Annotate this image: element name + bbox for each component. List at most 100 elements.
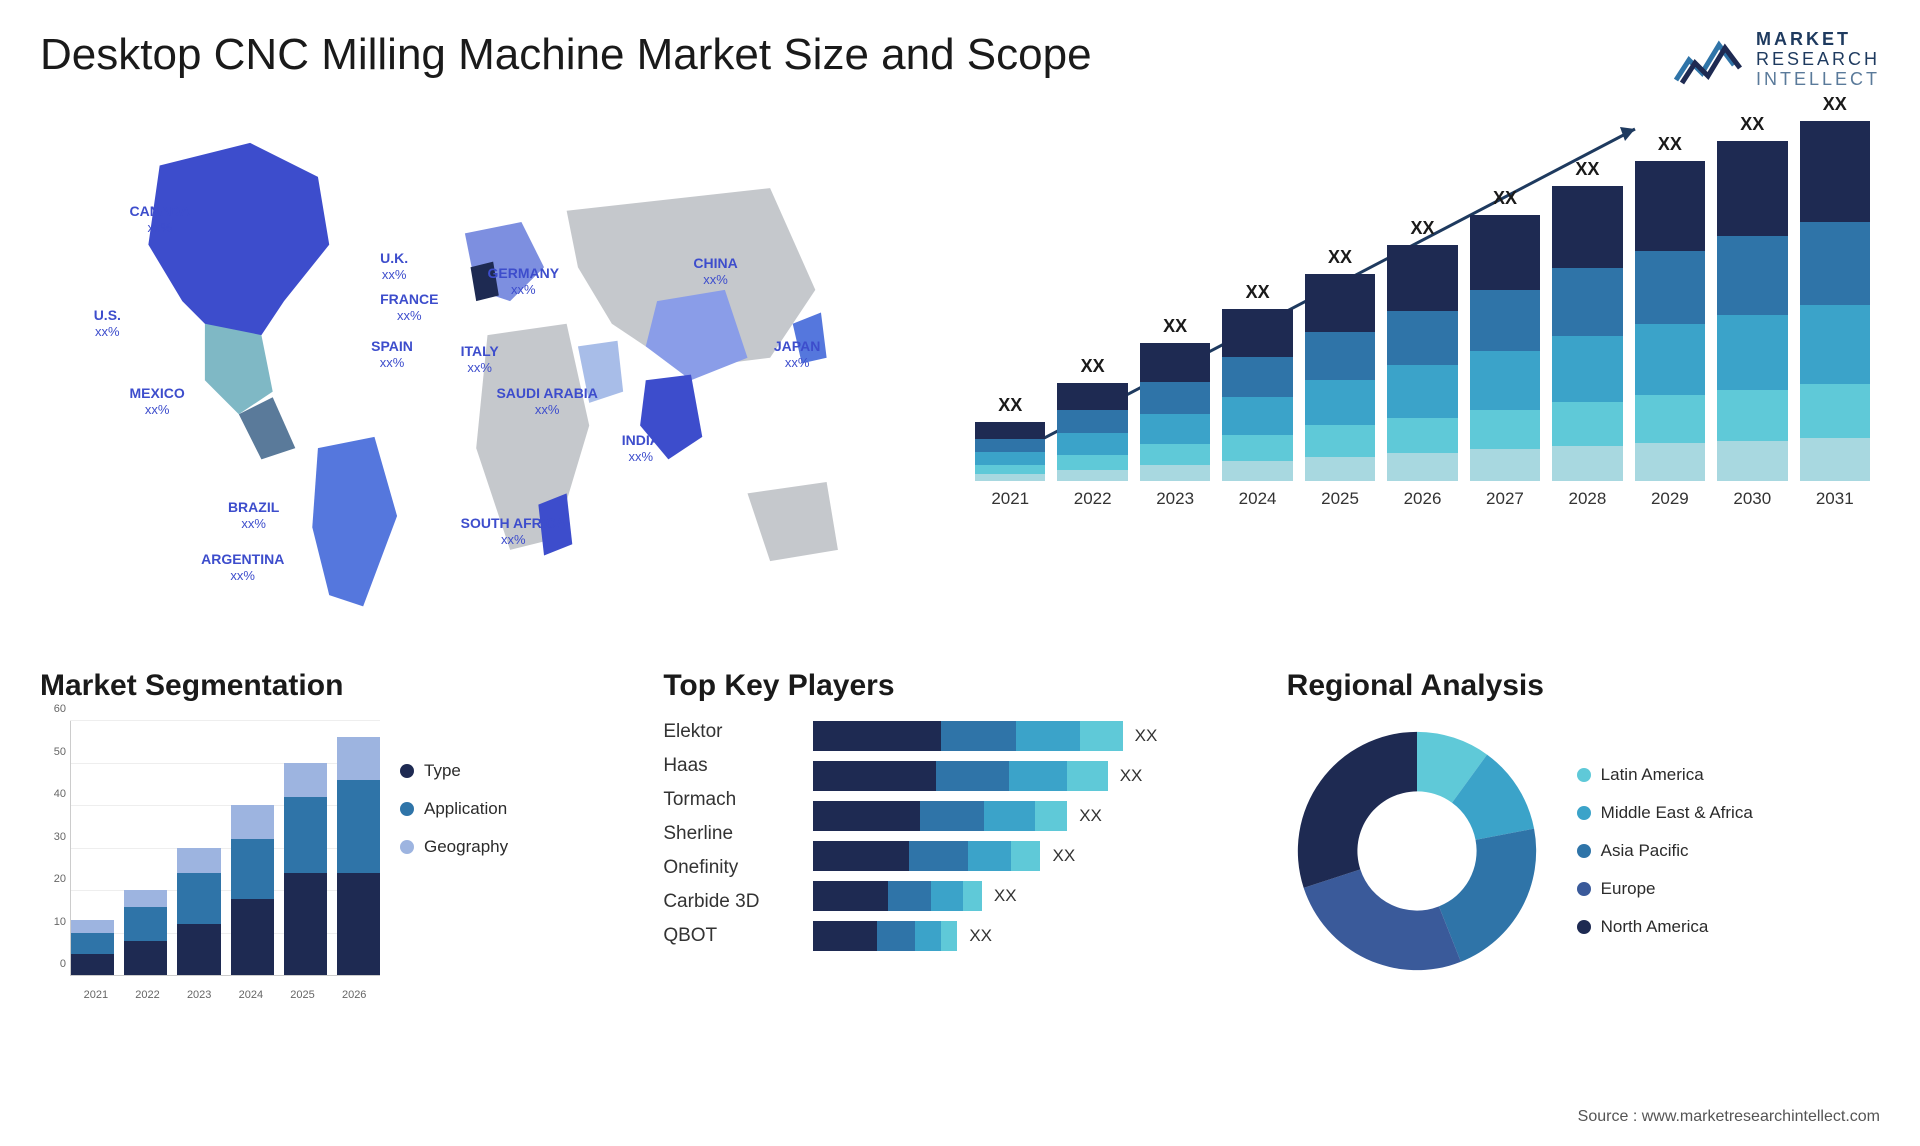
player-bar-segment xyxy=(1009,761,1068,791)
map-label-japan: JAPANxx% xyxy=(774,338,820,370)
seg-ytick: 20 xyxy=(54,873,66,885)
growth-year-label: 2029 xyxy=(1651,489,1689,509)
seg-bar-segment xyxy=(337,780,380,874)
seg-ytick: 10 xyxy=(54,916,66,928)
player-bar-segment xyxy=(1067,761,1108,791)
growth-bar-segment xyxy=(1222,397,1292,435)
player-bar-segment xyxy=(813,721,941,751)
logo-line-1: MARKET xyxy=(1756,30,1880,50)
player-bar-segment xyxy=(909,841,968,871)
player-list-item: Carbide 3D xyxy=(663,891,793,913)
player-bar-segment xyxy=(813,801,920,831)
logo-line-3: INTELLECT xyxy=(1756,70,1880,90)
player-list-item: Elektor xyxy=(663,721,793,743)
seg-bar-segment xyxy=(177,924,220,975)
growth-bar-2021: XX2021 xyxy=(975,395,1045,509)
player-bar-row: XX xyxy=(813,921,1256,951)
player-bar-row: XX xyxy=(813,761,1256,791)
growth-year-label: 2027 xyxy=(1486,489,1524,509)
growth-year-label: 2021 xyxy=(991,489,1029,509)
map-label-spain: SPAINxx% xyxy=(371,338,413,370)
growth-bar-segment xyxy=(1635,395,1705,443)
player-list-item: Onefinity xyxy=(663,857,793,879)
seg-bar-segment xyxy=(124,907,167,941)
growth-bar-segment xyxy=(1057,470,1127,482)
seg-legend-item: Application xyxy=(400,799,508,819)
player-bar-segment xyxy=(968,841,1011,871)
map-label-southafrica: SOUTH AFRICAxx% xyxy=(461,515,566,547)
seg-bar-segment xyxy=(71,954,114,975)
growth-bar-segment xyxy=(1800,121,1870,222)
growth-bar-segment xyxy=(1140,343,1210,382)
world-map-panel: CANADAxx%U.S.xx%MEXICOxx%BRAZILxx%ARGENT… xyxy=(40,109,935,629)
region-legend-item: Asia Pacific xyxy=(1577,841,1753,861)
logo-line-2: RESEARCH xyxy=(1756,50,1880,70)
growth-bar-2029: XX2029 xyxy=(1635,134,1705,510)
growth-value-label: XX xyxy=(1823,94,1847,115)
donut-slice xyxy=(1303,870,1460,971)
legend-label: Geography xyxy=(424,837,508,857)
player-value-label: XX xyxy=(1120,766,1143,786)
growth-bar-2030: XX2030 xyxy=(1717,114,1787,509)
seg-bar-segment xyxy=(177,873,220,924)
source-attribution: Source : www.marketresearchintellect.com xyxy=(1578,1108,1880,1126)
regional-legend: Latin AmericaMiddle East & AfricaAsia Pa… xyxy=(1577,765,1753,937)
seg-xlabel: 2023 xyxy=(173,989,225,1001)
legend-label: Asia Pacific xyxy=(1601,841,1689,861)
player-bar-segment xyxy=(941,921,957,951)
growth-year-label: 2025 xyxy=(1321,489,1359,509)
map-label-mexico: MEXICOxx% xyxy=(130,385,185,417)
logo-icon xyxy=(1674,35,1744,85)
player-bar-segment xyxy=(813,841,909,871)
growth-bar-2027: XX2027 xyxy=(1470,188,1540,509)
map-label-uk: U.K.xx% xyxy=(380,250,408,282)
seg-ytick: 30 xyxy=(54,831,66,843)
player-bar-segment xyxy=(936,761,1009,791)
seg-bar-2021 xyxy=(71,920,114,975)
growth-bar-segment xyxy=(1222,435,1292,461)
seg-xlabel: 2021 xyxy=(70,989,122,1001)
legend-label: Type xyxy=(424,761,461,781)
regional-panel: Regional Analysis Latin AmericaMiddle Ea… xyxy=(1287,669,1880,1001)
map-label-france: FRANCExx% xyxy=(380,291,438,323)
growth-bar-segment xyxy=(1387,365,1457,417)
growth-bar-segment xyxy=(1800,222,1870,305)
seg-bar-2025 xyxy=(284,763,327,976)
growth-bar-segment xyxy=(1717,236,1787,314)
regional-title: Regional Analysis xyxy=(1287,669,1880,703)
players-list: ElektorHaasTormachSherlineOnefinityCarbi… xyxy=(663,721,793,951)
map-label-germany: GERMANYxx% xyxy=(488,265,560,297)
map-label-china: CHINAxx% xyxy=(693,255,737,287)
player-bar-segment xyxy=(813,921,877,951)
growth-bar-segment xyxy=(1057,455,1127,470)
seg-bar-2022 xyxy=(124,890,167,975)
legend-label: North America xyxy=(1601,917,1709,937)
growth-bar-segment xyxy=(1552,446,1622,482)
page-title: Desktop CNC Milling Machine Market Size … xyxy=(40,30,1092,80)
seg-bar-segment xyxy=(284,763,327,797)
legend-swatch xyxy=(400,764,414,778)
segmentation-title: Market Segmentation xyxy=(40,669,633,703)
growth-bar-segment xyxy=(975,465,1045,474)
seg-bar-segment xyxy=(71,920,114,933)
logo-text: MARKET RESEARCH INTELLECT xyxy=(1756,30,1880,89)
player-bar-row: XX xyxy=(813,841,1256,871)
growth-bar-segment xyxy=(1552,336,1622,401)
growth-bar-segment xyxy=(1800,438,1870,481)
player-bar-segment xyxy=(941,721,1016,751)
seg-legend-item: Type xyxy=(400,761,508,781)
growth-bar-segment xyxy=(1140,465,1210,482)
legend-label: Application xyxy=(424,799,507,819)
player-bar-segment xyxy=(1016,721,1080,751)
growth-bar-segment xyxy=(1470,449,1540,481)
growth-bar-segment xyxy=(1057,383,1127,411)
top-row: CANADAxx%U.S.xx%MEXICOxx%BRAZILxx%ARGENT… xyxy=(40,109,1880,629)
growth-bar-2023: XX2023 xyxy=(1140,316,1210,509)
player-list-item: QBOT xyxy=(663,925,793,947)
growth-bar-2024: XX2024 xyxy=(1222,282,1292,510)
player-value-label: XX xyxy=(1053,846,1076,866)
growth-bar-2025: XX2025 xyxy=(1305,247,1375,509)
growth-bar-segment xyxy=(1305,380,1375,426)
map-label-canada: CANADAxx% xyxy=(130,203,191,235)
segmentation-chart: 0102030405060 202120222023202420252026 xyxy=(40,721,380,1001)
